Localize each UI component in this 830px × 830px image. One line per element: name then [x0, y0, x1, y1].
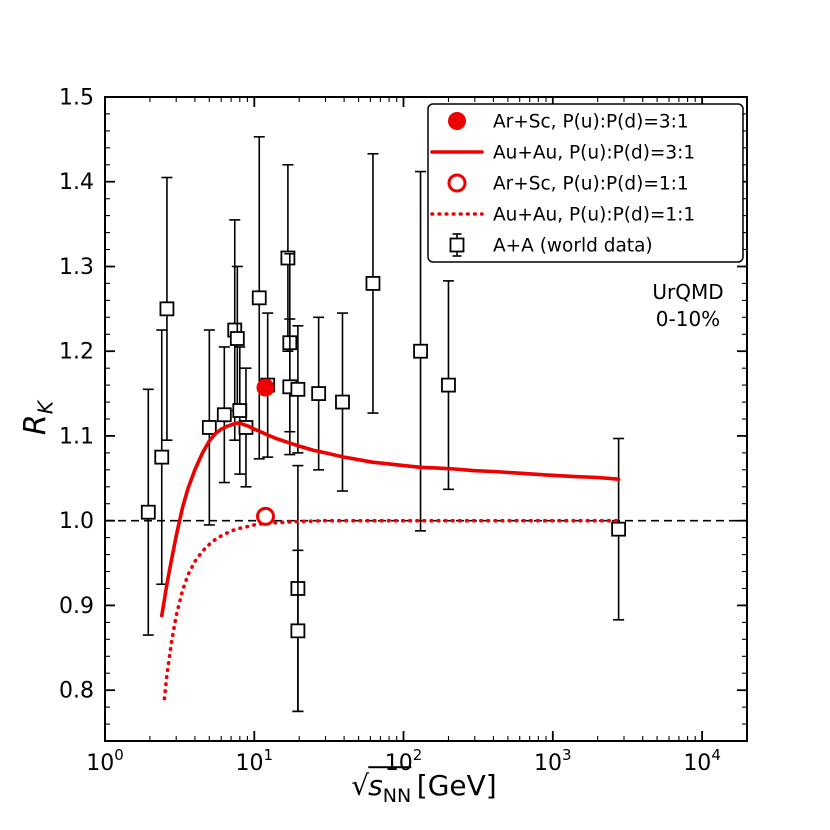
annotation: UrQMD 0-10% — [652, 279, 723, 333]
y-tick-labels: 0.8 0.9 1.0 1.1 1.2 1.3 1.4 1.5 — [59, 86, 94, 704]
legend-label: A+A (world data) — [493, 236, 653, 257]
svg-text:0.8: 0.8 — [59, 679, 94, 704]
world-data-point — [216, 407, 232, 423]
x-axis-unit: [GeV] — [416, 769, 497, 803]
world-data-point — [229, 331, 245, 346]
y-axis-symbol: R — [18, 414, 54, 436]
solid-curve — [160, 421, 621, 618]
svg-text:1.3: 1.3 — [59, 255, 94, 280]
y-axis-subscript: K — [33, 400, 58, 415]
world-data-point — [365, 276, 381, 291]
dotted-curve — [162, 518, 621, 701]
world-data-point — [201, 420, 217, 435]
svg-text:100: 100 — [86, 746, 124, 776]
world-data-point — [232, 403, 248, 418]
legend-label: Ar+Sc, P(u):P(d)=3:1 — [493, 112, 689, 133]
world-data-series — [140, 136, 627, 713]
filled-circle-marker — [256, 378, 275, 397]
svg-text:101: 101 — [236, 746, 274, 776]
world-data-point — [611, 521, 627, 537]
legend-item: Ar+Sc, P(u):P(d)=1:1 — [447, 173, 689, 195]
legend-item: Ar+Sc, P(u):P(d)=3:1 — [448, 112, 689, 133]
sqrt-symbol: √ — [351, 769, 370, 803]
world-data-point — [154, 449, 170, 465]
world-data-point — [159, 301, 175, 317]
legend-open-circle — [447, 173, 467, 193]
plot-frame — [104, 96, 748, 742]
svg-text:1.4: 1.4 — [59, 170, 94, 195]
world-data-point — [335, 394, 350, 410]
legend-open-square — [449, 237, 465, 253]
y-axis-label: RK — [19, 401, 58, 435]
svg-text:1.1: 1.1 — [59, 424, 94, 449]
legend-filled-circle — [448, 112, 466, 130]
legend-label: Au+Au, P(u):P(d)=1:1 — [493, 205, 695, 226]
legend-item: Au+Au, P(u):P(d)=3:1 — [430, 143, 695, 164]
svg-text:103: 103 — [534, 746, 572, 776]
legend-label: Ar+Sc, P(u):P(d)=1:1 — [493, 174, 689, 195]
x-axis-symbol: s — [368, 769, 383, 803]
legend-label: Au+Au, P(u):P(d)=3:1 — [493, 143, 695, 164]
x-tick-labels: 100 101 102 103 104 — [86, 746, 721, 776]
svg-text:0.9: 0.9 — [59, 594, 94, 619]
legend-box — [427, 103, 744, 263]
svg-text:102: 102 — [385, 746, 423, 776]
svg-text:1.2: 1.2 — [59, 340, 94, 365]
legend-item: A+A (world data) — [449, 233, 653, 257]
open-circle-marker — [256, 506, 275, 526]
world-data-point — [311, 386, 327, 401]
world-data-point — [290, 381, 306, 397]
world-data-point — [290, 623, 306, 639]
svg-text:104: 104 — [683, 746, 721, 776]
legend: Ar+Sc, P(u):P(d)=3:1 Au+Au, P(u):P(d)=3:1… — [427, 103, 744, 263]
world-data-point — [140, 504, 156, 520]
world-data-point — [280, 250, 296, 266]
world-data-point — [413, 343, 428, 359]
svg-text:1.5: 1.5 — [59, 86, 94, 111]
annotation-line2: 0-10% — [655, 307, 721, 331]
legend-item: Au+Au, P(u):P(d)=1:1 — [430, 205, 695, 226]
x-axis-subscript: NN — [382, 784, 412, 807]
world-data-point — [441, 377, 456, 393]
x-axis-label: √sNN [GeV] — [351, 766, 497, 807]
annotation-line1: UrQMD — [652, 280, 724, 304]
world-data-point — [251, 290, 267, 306]
svg-text:1.0: 1.0 — [59, 509, 94, 534]
